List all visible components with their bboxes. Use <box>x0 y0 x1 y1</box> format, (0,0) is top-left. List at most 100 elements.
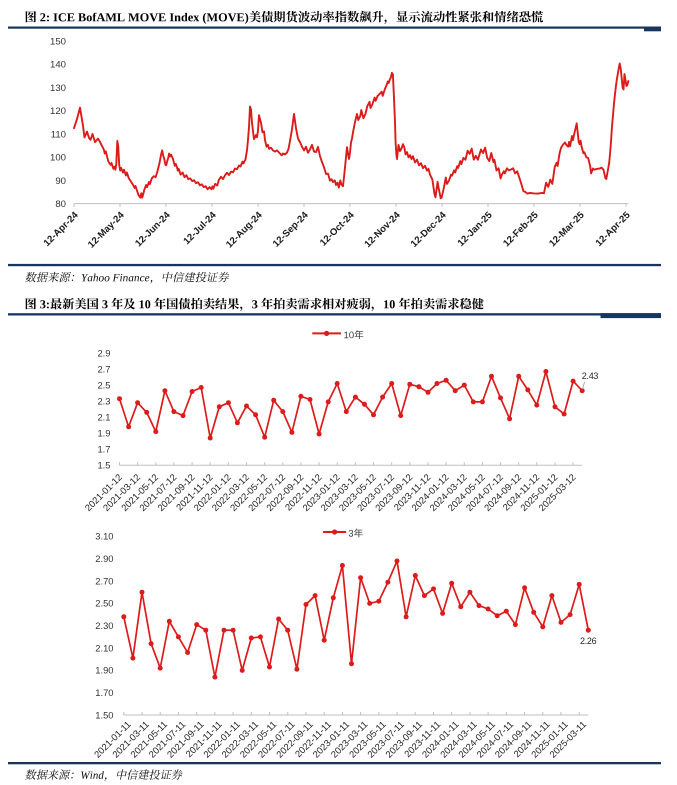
y-tick-label: 2.70 <box>95 575 113 586</box>
glyph <box>408 11 421 23</box>
glyph <box>87 298 99 310</box>
glyph <box>96 13 106 22</box>
data-point-marker <box>380 394 386 400</box>
y-tick-label: 2.90 <box>95 553 113 564</box>
x-axis-labels: 12-Apr-24 12-May-24 12-Jun-24 12-Jul-24 12-A… <box>42 209 634 250</box>
glyph <box>90 771 93 779</box>
data-point-marker <box>434 381 440 386</box>
figure2-title-rule <box>8 26 661 29</box>
data-point-marker <box>362 401 367 407</box>
glyph <box>47 271 61 283</box>
legend-marker-dot <box>324 330 330 336</box>
data-point-marker <box>185 650 191 655</box>
data-point-marker <box>157 665 163 671</box>
data-point-marker <box>207 435 213 441</box>
auction-series-markers <box>117 369 585 441</box>
x-tick-label: 12-Jan-25 <box>456 209 496 249</box>
glyph <box>81 771 91 780</box>
data-point-marker <box>189 389 195 394</box>
y-tick-label: 1.7 <box>97 444 110 455</box>
glyph <box>137 769 151 780</box>
y-tick-label: 2.3 <box>97 395 110 406</box>
data-point-marker <box>162 388 168 394</box>
glyph <box>215 297 227 310</box>
data-point-marker <box>576 581 582 587</box>
data-point-marker <box>343 409 349 415</box>
glyph <box>71 772 74 779</box>
figure3-header <box>8 297 661 319</box>
glyph <box>117 13 125 22</box>
x-axis-labels: 2021-01-112021-03-112021-05-112021-07-11… <box>92 719 589 760</box>
data-point-marker <box>567 612 573 618</box>
glyph <box>169 13 174 22</box>
glyph <box>459 297 472 310</box>
glyph <box>236 13 245 22</box>
glyph <box>445 10 458 23</box>
glyph <box>298 10 311 23</box>
glyph <box>346 297 359 310</box>
glyph <box>531 10 544 23</box>
glyph <box>354 330 364 339</box>
data-point-marker <box>485 606 491 612</box>
glyph <box>67 13 75 22</box>
data-point-marker <box>316 431 322 437</box>
data-point-marker <box>212 674 218 680</box>
y-tick-label: 1.9 <box>97 428 110 439</box>
glyph <box>87 275 93 282</box>
y-axis-labels: 1.50 1.70 1.90 2.10 2.30 2.50 2.70 2.90 3.10 <box>95 531 113 721</box>
glyph <box>102 300 108 309</box>
x-axis-ticks <box>73 203 627 207</box>
glyph <box>206 13 218 22</box>
data-point-marker <box>389 381 395 386</box>
glyph <box>188 15 193 22</box>
glyph <box>78 13 86 22</box>
glyph <box>58 769 71 780</box>
data-point-marker <box>148 641 154 647</box>
glyph <box>494 10 507 23</box>
x-axis-labels: 2021-01-122021-03-122021-05-122021-07-12… <box>82 471 577 513</box>
figure3-source-glyphs <box>24 769 184 782</box>
data-point-marker <box>416 384 422 390</box>
data-point-marker <box>503 608 509 614</box>
glyph <box>46 15 49 22</box>
data-point-marker <box>175 634 181 640</box>
data-point-marker <box>412 573 418 578</box>
glyph <box>435 297 448 310</box>
glyph <box>53 13 58 22</box>
data-point-marker <box>570 378 576 384</box>
glyph <box>310 297 322 310</box>
data-point-marker <box>458 604 464 610</box>
glyph <box>112 273 120 282</box>
data-point-marker <box>117 396 122 402</box>
y-axis-labels: 80 90 100 110 120 130 140 150 <box>50 37 66 210</box>
y-tick-label: 2.30 <box>95 620 113 631</box>
glyph <box>347 10 360 23</box>
glyph <box>423 297 435 310</box>
data-label-leader-line <box>582 381 586 390</box>
glyph <box>58 271 72 283</box>
x-tick-label: 12-Mar-25 <box>547 209 587 249</box>
last-value-label: 2.43 <box>582 371 599 381</box>
glyph <box>217 271 231 283</box>
glyph <box>40 13 46 22</box>
glyph <box>261 297 273 310</box>
glyph <box>371 10 384 23</box>
figure3-title-rule-tail <box>600 313 661 319</box>
data-point-marker <box>525 387 531 393</box>
glyph <box>40 300 46 309</box>
glyph <box>174 15 181 22</box>
data-point-marker <box>358 575 364 581</box>
x-tick-label: 12-Jul-24 <box>181 209 219 247</box>
glyph <box>98 771 104 779</box>
glyph <box>81 273 89 282</box>
data-point-marker <box>198 385 204 390</box>
data-point-marker <box>367 600 373 606</box>
figure3-footer <box>8 762 661 782</box>
glyph <box>519 10 531 23</box>
data-point-marker <box>398 413 404 419</box>
glyph <box>322 10 335 23</box>
glyph <box>433 10 445 23</box>
y-tick-label: 140 <box>50 60 66 71</box>
y-tick-label: 2.1 <box>97 411 110 422</box>
glyph <box>202 12 207 24</box>
